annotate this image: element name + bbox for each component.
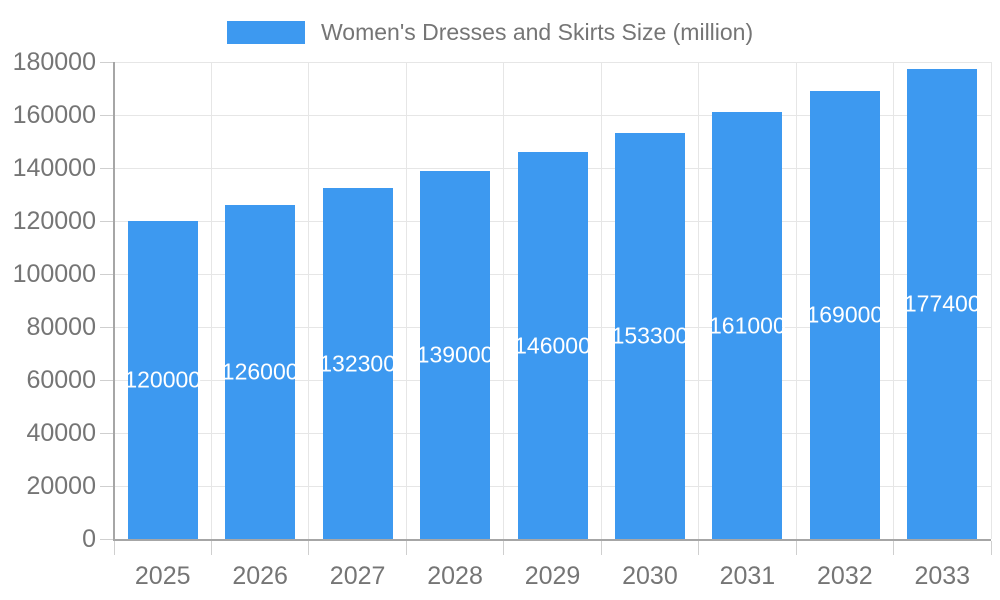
x-axis-label: 2026 <box>232 562 288 590</box>
gridline-h <box>114 61 991 63</box>
y-axis-tick <box>100 167 114 169</box>
y-axis-label: 160000 <box>12 101 96 129</box>
gridline-v <box>795 62 797 539</box>
y-axis-tick <box>100 61 114 63</box>
y-axis-tick <box>100 432 114 434</box>
y-axis-tick <box>100 485 114 487</box>
legend[interactable]: Women's Dresses and Skirts Size (million… <box>227 19 753 46</box>
y-axis-label: 180000 <box>12 48 96 76</box>
x-axis-tick <box>990 541 992 555</box>
gridline-v <box>893 62 895 539</box>
x-axis-label: 2033 <box>914 562 971 590</box>
x-axis-label: 2027 <box>329 562 386 590</box>
bar[interactable] <box>712 112 783 539</box>
x-axis-tick <box>308 541 310 555</box>
bar[interactable] <box>809 91 880 539</box>
gridline-v <box>990 62 992 539</box>
gridline-v <box>503 62 505 539</box>
bar[interactable] <box>420 170 491 539</box>
y-axis-label: 20000 <box>26 472 96 500</box>
bar[interactable] <box>322 188 393 539</box>
y-axis-label: 120000 <box>12 207 96 235</box>
bar-value-label: 126000 <box>221 358 299 385</box>
gridline-v <box>405 62 407 539</box>
x-axis-tick <box>113 541 115 555</box>
gridline-v <box>210 62 212 539</box>
bar[interactable] <box>127 221 198 539</box>
x-axis-label: 2028 <box>427 562 483 590</box>
y-axis-label: 100000 <box>12 260 96 288</box>
bar-value-label: 177400 <box>903 290 981 317</box>
bar-value-label: 161000 <box>709 312 786 339</box>
legend-label: Women's Dresses and Skirts Size (million… <box>321 19 754 45</box>
bar-value-label: 120000 <box>124 366 202 393</box>
bar-value-label: 153300 <box>611 322 689 349</box>
x-axis-tick <box>210 541 212 555</box>
y-axis-label: 40000 <box>26 419 96 447</box>
y-axis-tick <box>100 114 114 116</box>
bar[interactable] <box>614 132 685 539</box>
y-axis-line <box>113 62 115 541</box>
x-axis-tick <box>893 541 895 555</box>
y-axis-label: 0 <box>82 525 96 553</box>
bar[interactable] <box>517 152 588 539</box>
gridline-h <box>114 114 991 116</box>
y-axis-label: 80000 <box>26 313 96 341</box>
gridline-v <box>308 62 310 539</box>
bar-value-label: 132300 <box>319 350 396 377</box>
gridline-v <box>698 62 700 539</box>
y-axis-tick <box>100 538 114 540</box>
bar-value-label: 146000 <box>514 332 591 359</box>
x-axis-tick <box>698 541 700 555</box>
bar-value-label: 169000 <box>806 301 884 328</box>
x-axis-label: 2025 <box>134 562 191 590</box>
x-axis-tick <box>600 541 602 555</box>
x-axis-label: 2032 <box>817 562 873 590</box>
y-axis-label: 60000 <box>26 366 96 394</box>
x-axis-line <box>113 539 991 541</box>
y-axis-tick <box>100 273 114 275</box>
x-axis-label: 2030 <box>622 562 678 590</box>
x-axis-label: 2029 <box>524 562 581 590</box>
x-axis-tick <box>405 541 407 555</box>
gridline-v <box>600 62 602 539</box>
bar-value-label: 139000 <box>416 341 494 368</box>
y-axis-label: 140000 <box>12 154 96 182</box>
y-axis-tick <box>100 220 114 222</box>
bar[interactable] <box>907 68 978 539</box>
x-axis-tick <box>795 541 797 555</box>
x-axis-label: 2031 <box>719 562 776 590</box>
y-axis-tick <box>100 379 114 381</box>
legend-swatch-icon <box>227 21 305 44</box>
bar[interactable] <box>225 205 296 539</box>
y-axis-tick <box>100 326 114 328</box>
x-axis-tick <box>503 541 505 555</box>
